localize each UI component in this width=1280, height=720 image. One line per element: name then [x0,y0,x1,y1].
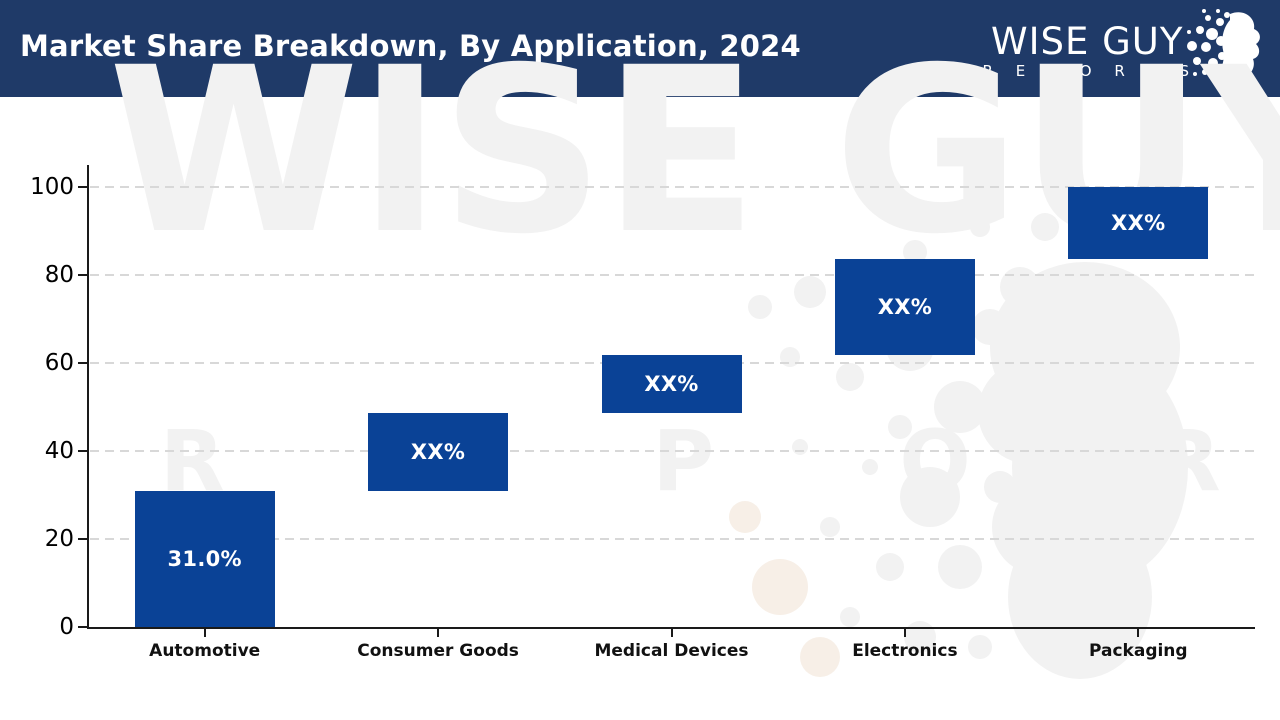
y-axis-line [87,165,89,629]
y-axis-label: 20 [44,526,74,552]
bar-value-label: XX% [877,294,933,319]
gridline [90,450,1255,452]
bar-value-label: XX% [410,439,466,464]
gridline [90,274,1255,276]
x-axis-tick [437,629,440,637]
chart-area: WISE GUY R E P O R T S 0 20 40 [0,18,1280,720]
brand-name: WISE GUY [991,20,1184,63]
logo-head-icon [1187,9,1260,89]
bar-automotive: 31.0% [134,490,275,627]
x-axis-label: Medical Devices [594,641,749,661]
y-axis-tick [78,362,87,364]
y-axis-label: 40 [44,438,74,464]
gridline [90,538,1255,540]
x-axis-label: Consumer Goods [357,641,519,661]
x-axis-line [87,627,1255,629]
bar-electronics: XX% [834,258,975,355]
x-axis-tick [203,629,206,637]
y-axis-tick [78,186,87,188]
y-axis-label: 0 [59,614,74,640]
bar-consumer-goods: XX% [368,412,509,491]
y-axis-tick [78,274,87,276]
bar-value-label: XX% [644,371,699,396]
x-axis-label: Automotive [149,641,261,661]
header-banner: Market Share Breakdown, By Application, … [0,0,1280,97]
x-axis-tick [903,629,906,637]
y-axis-label: 80 [44,262,74,288]
x-axis-tick [1137,629,1140,637]
y-axis-label: 100 [30,174,74,200]
bar-value-label: 31.0% [167,546,242,571]
gridline [90,186,1255,188]
watermark-subtext: R E P O R T S [160,412,1280,510]
x-axis-label: Electronics [852,641,958,661]
brand-logo-text: WISE GUY R E P O R T S [977,23,1198,79]
bar-medical-devices: XX% [601,354,742,413]
page-title: Market Share Breakdown, By Application, … [20,28,801,63]
y-axis-label: 60 [44,350,74,376]
y-axis-tick [78,450,87,452]
bar-packaging: XX% [1068,187,1209,259]
y-axis-tick [78,626,87,628]
brand-logo: WISE GUY R E P O R T S [977,6,1270,92]
brand-subtitle: R E P O R T S [982,62,1198,80]
y-axis-tick [78,538,87,540]
bar-value-label: XX% [1111,210,1166,235]
x-axis-tick [670,629,673,637]
x-axis-label: Packaging [1088,641,1188,661]
